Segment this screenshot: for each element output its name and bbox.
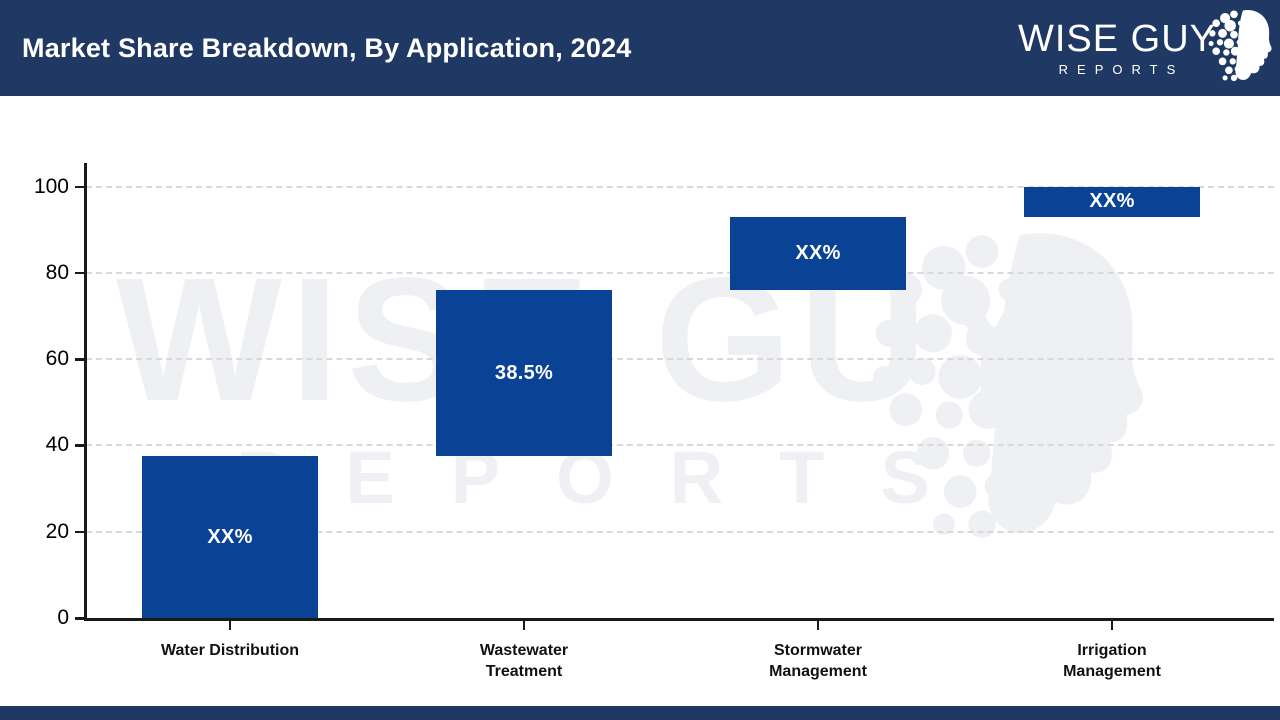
x-category-label: Water Distribution bbox=[160, 642, 300, 659]
x-tick bbox=[522, 621, 526, 630]
footer-bar bbox=[0, 706, 1280, 720]
gridline bbox=[86, 271, 1274, 274]
gridline bbox=[86, 530, 1274, 533]
bar-value-label: XX% bbox=[207, 525, 253, 548]
bar-value-label: 38.5% bbox=[494, 361, 554, 384]
logo-head-icon bbox=[1208, 10, 1272, 82]
y-tick-label: 20 bbox=[45, 519, 69, 543]
y-tick bbox=[75, 444, 84, 447]
gridline bbox=[86, 358, 1274, 361]
x-category-label: Stormwater Management bbox=[769, 642, 867, 680]
brand-logo: WISE GUY REPORTS bbox=[1018, 5, 1276, 91]
header-bar: Market Share Breakdown, By Application, … bbox=[0, 0, 1280, 96]
watermark-head-icon bbox=[872, 233, 1144, 538]
y-tick-label: 80 bbox=[45, 260, 69, 284]
x-axis bbox=[84, 618, 1274, 621]
y-axis bbox=[84, 163, 87, 621]
gridline bbox=[86, 444, 1274, 447]
bar-value-label: XX% bbox=[795, 241, 841, 264]
y-tick-label: 40 bbox=[45, 433, 69, 457]
x-tick bbox=[816, 621, 820, 630]
x-category-label: Irrigation Management bbox=[1063, 642, 1161, 680]
y-tick bbox=[75, 617, 84, 620]
bar-value-label: XX% bbox=[1089, 190, 1135, 213]
bar-stormwater-management: XX% bbox=[730, 216, 906, 291]
brand-name: WISE GUY bbox=[1017, 17, 1216, 60]
brand-subname: REPORTS bbox=[1058, 61, 1185, 77]
chart-title: Market Share Breakdown, By Application, … bbox=[22, 32, 632, 63]
gridline bbox=[86, 185, 1274, 188]
y-tick-label: 100 bbox=[33, 174, 69, 198]
brand-logo-text: WISE GUY REPORTS bbox=[1018, 20, 1216, 77]
y-tick bbox=[75, 185, 84, 188]
y-tick bbox=[75, 530, 84, 534]
bar-irrigation-management: XX% bbox=[1024, 186, 1200, 217]
x-category-label: Wastewater Treatment bbox=[479, 642, 569, 680]
bar-wastewater-treatment: 38.5% bbox=[436, 290, 612, 457]
y-tick bbox=[75, 271, 84, 275]
y-tick bbox=[75, 358, 84, 361]
y-tick-label: 60 bbox=[45, 347, 69, 371]
x-tick bbox=[1110, 621, 1114, 630]
x-tick bbox=[228, 621, 232, 630]
plot-area: 0 20 40 60 80 100 XX% Water Distribution 38.5% Wa… bbox=[0, 96, 1280, 706]
y-tick-label: 0 bbox=[57, 606, 69, 629]
bar-water-distribution: XX% bbox=[142, 456, 318, 618]
